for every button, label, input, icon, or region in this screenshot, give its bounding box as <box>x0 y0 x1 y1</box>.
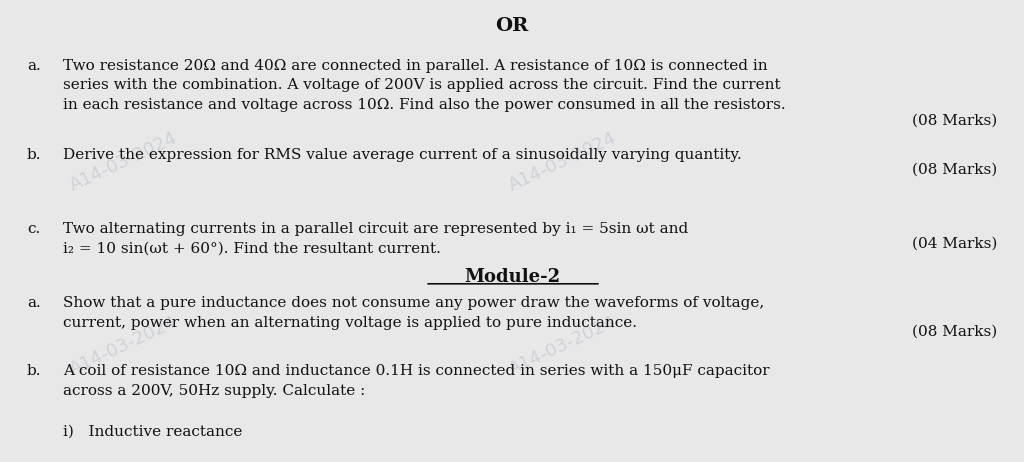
Text: A coil of resistance 10Ω and inductance 0.1H is connected in series with a 150μF: A coil of resistance 10Ω and inductance … <box>62 364 769 398</box>
Text: OR: OR <box>496 18 528 36</box>
Text: c.: c. <box>27 222 40 236</box>
Text: Two alternating currents in a parallel circuit are represented by i₁ = 5sin ωt a: Two alternating currents in a parallel c… <box>62 222 688 255</box>
Text: Show that a pure inductance does not consume any power draw the waveforms of vol: Show that a pure inductance does not con… <box>62 296 764 330</box>
Text: a.: a. <box>27 296 41 310</box>
Text: A14-03-2024: A14-03-2024 <box>68 313 180 379</box>
Text: (08 Marks): (08 Marks) <box>911 114 997 128</box>
Text: Two resistance 20Ω and 40Ω are connected in parallel. A resistance of 10Ω is con: Two resistance 20Ω and 40Ω are connected… <box>62 59 785 112</box>
Text: b.: b. <box>27 148 41 162</box>
Text: a.: a. <box>27 59 41 73</box>
Text: i)   Inductive reactance: i) Inductive reactance <box>62 425 242 439</box>
Text: Module-2: Module-2 <box>464 268 560 286</box>
Text: Derive the expression for RMS value average current of a sinusoidally varying qu: Derive the expression for RMS value aver… <box>62 148 741 162</box>
Text: A14-03-2024: A14-03-2024 <box>506 129 620 195</box>
Text: (08 Marks): (08 Marks) <box>911 325 997 339</box>
Text: (04 Marks): (04 Marks) <box>911 237 997 250</box>
Text: b.: b. <box>27 364 41 378</box>
Text: A14-03-2024: A14-03-2024 <box>68 129 180 195</box>
Text: (08 Marks): (08 Marks) <box>911 163 997 177</box>
Text: A14-03-2024: A14-03-2024 <box>506 313 620 379</box>
